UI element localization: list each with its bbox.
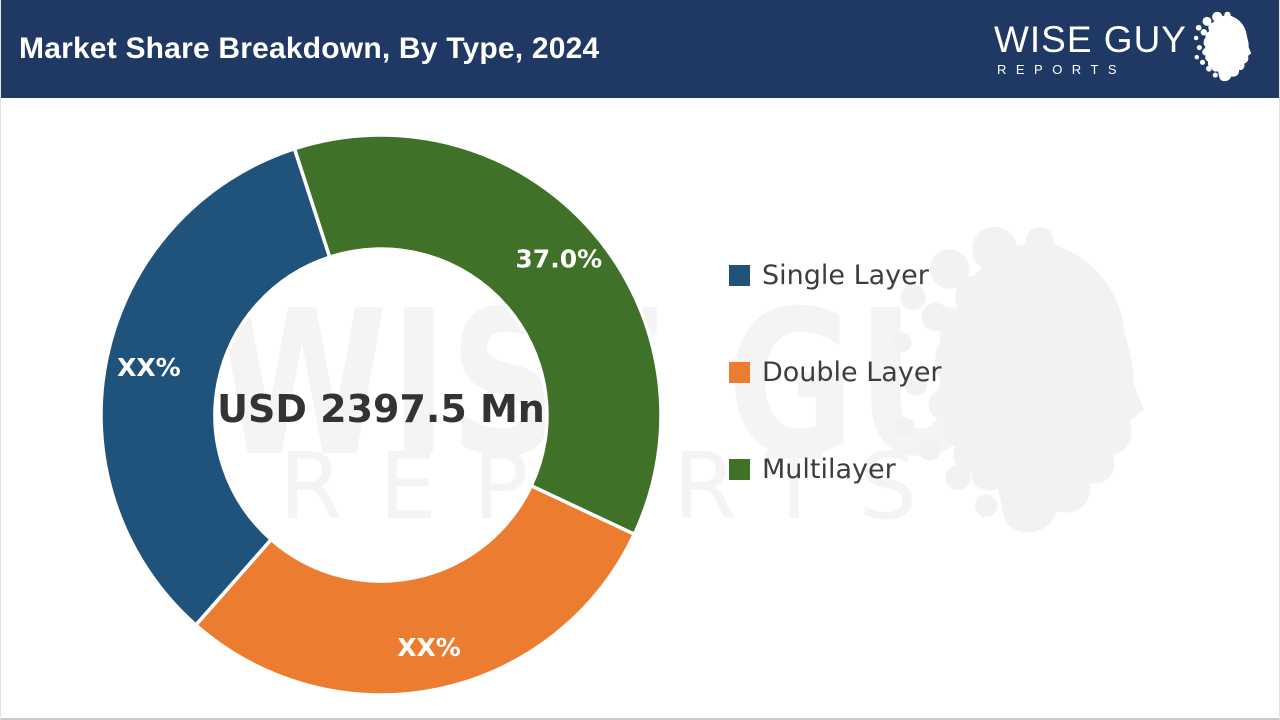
chart-area: WISE GUY REPORTS XX%XX%37.0%USD 2397.5 M… (1, 98, 1280, 718)
page-title: Market Share Breakdown, By Type, 2024 (19, 32, 600, 65)
wiseguy-logo: WISE GUY REPORTS (994, 11, 1255, 88)
legend-swatch-icon (729, 362, 750, 383)
chart-center-value: USD 2397.5 Mn (217, 387, 545, 431)
slice-multilayer (292, 133, 663, 536)
legend-label: Double Layer (762, 357, 942, 388)
slice-percent-label: 37.0% (515, 244, 602, 273)
header: Market Share Breakdown, By Type, 2024 WI… (1, 0, 1279, 98)
legend-label: Single Layer (762, 260, 929, 291)
slice-percent-label: XX% (117, 353, 181, 382)
slice-single-layer (99, 146, 332, 627)
slice-double-layer (194, 483, 637, 697)
legend-swatch-icon (729, 265, 750, 286)
legend-label: Multilayer (762, 454, 896, 485)
logo-wordmark: WISE GUY (993, 19, 1187, 60)
logo-text: WISE GUY REPORTS (994, 21, 1187, 77)
logo-subtitle: REPORTS (996, 62, 1127, 77)
donut-chart: XX% XX% 37.0% USD 2397.5 Mn (99, 133, 663, 697)
legend-item-double-layer: Double Layer (729, 359, 942, 386)
legend: Single Layer Double Layer Multilayer (729, 262, 942, 483)
wiseguy-face-icon (1191, 11, 1255, 88)
legend-swatch-icon (729, 459, 750, 480)
slice-percent-label: XX% (397, 633, 461, 662)
legend-item-multilayer: Multilayer (729, 456, 942, 483)
legend-item-single-layer: Single Layer (729, 262, 942, 289)
